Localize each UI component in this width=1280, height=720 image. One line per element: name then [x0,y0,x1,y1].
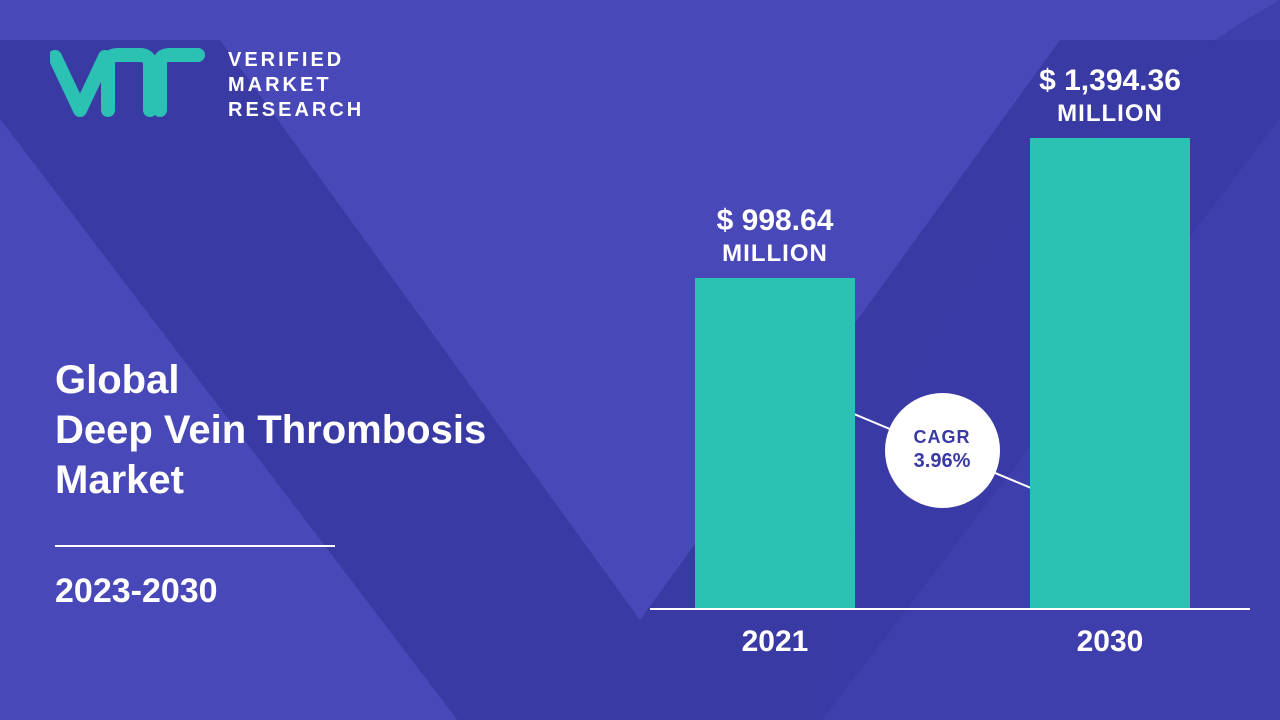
cagr-badge: CAGR 3.96% [885,393,1000,508]
x-label-2021: 2021 [695,625,855,659]
title-divider [55,545,335,547]
title-block: Global Deep Vein Thrombosis Market 2023-… [55,355,486,611]
bar-2021-value-label: $ 998.64 MILLION [655,204,895,268]
bar-chart: $ 998.64 MILLION 2021 $ 1,394.36 MILLION… [650,50,1250,610]
title-line-3: Market [55,455,486,505]
x-axis [650,608,1250,610]
bar-2030-value: $ 1,394.36 [990,64,1230,98]
bar-2030-value-label: $ 1,394.36 MILLION [990,64,1230,128]
logo: VERIFIED MARKET RESEARCH [50,45,364,125]
bar-2021-unit: MILLION [655,240,895,268]
infographic-canvas: VERIFIED MARKET RESEARCH Global Deep Vei… [0,0,1280,720]
logo-text: VERIFIED MARKET RESEARCH [228,48,364,123]
bar-2021-value: $ 998.64 [655,204,895,238]
logo-line-2: MARKET [228,73,364,98]
title-line-2: Deep Vein Thrombosis [55,405,486,455]
logo-line-3: RESEARCH [228,98,364,123]
logo-line-1: VERIFIED [228,48,364,73]
cagr-percent: 3.96% [914,450,971,473]
bar-2030 [1030,138,1190,608]
period-text: 2023-2030 [55,572,486,611]
bar-2030-unit: MILLION [990,100,1230,128]
cagr-label: CAGR [914,427,971,448]
x-label-2030: 2030 [1030,625,1190,659]
vmr-logo-icon [50,45,210,125]
bar-2021 [695,278,855,608]
title-line-1: Global [55,355,486,405]
